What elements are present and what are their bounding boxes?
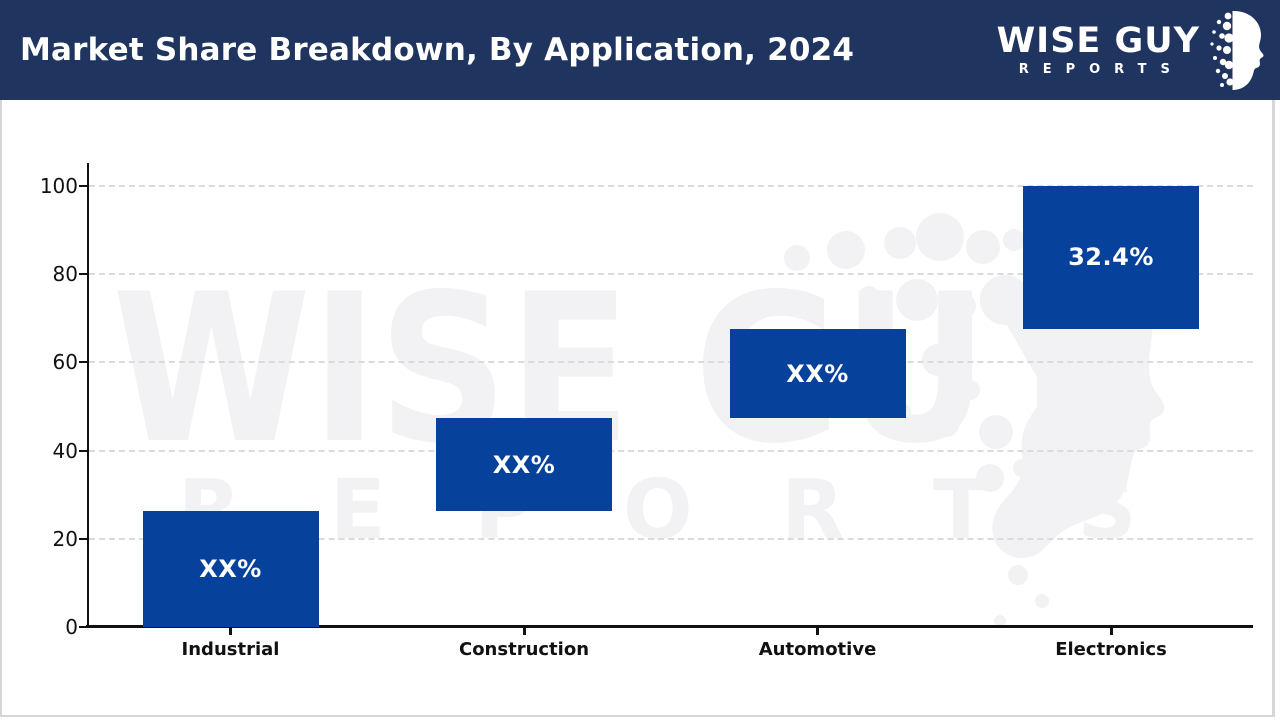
card-border-left bbox=[0, 100, 2, 717]
x-axis-category-label: Automotive bbox=[758, 639, 877, 660]
bar-value-label: 32.4% bbox=[1068, 243, 1154, 272]
gridline-y-80 bbox=[89, 273, 1253, 276]
x-axis-tick-mark bbox=[229, 628, 232, 635]
gridline-y-20 bbox=[89, 537, 1253, 540]
y-axis-tick-mark bbox=[79, 449, 87, 452]
y-axis-tick-mark bbox=[79, 185, 87, 187]
logo-subtitle: REPORTS bbox=[1018, 61, 1184, 77]
wise-guy-reports-logo: WISE GUY REPORTS bbox=[997, 6, 1266, 94]
x-axis-category-label: Industrial bbox=[181, 639, 280, 660]
bar-value-label: XX% bbox=[492, 450, 556, 479]
y-axis-tick-mark bbox=[79, 273, 87, 276]
bar-industrial: XX% bbox=[142, 511, 319, 627]
logo-text: WISE GUY REPORTS bbox=[997, 23, 1200, 77]
x-axis-tick-mark bbox=[816, 628, 819, 635]
x-axis-tick-mark bbox=[522, 628, 526, 635]
x-axis-tick-mark bbox=[1109, 628, 1113, 635]
bar-electronics: 32.4% bbox=[1023, 186, 1199, 329]
x-axis-line bbox=[86, 625, 1253, 628]
bar-construction: XX% bbox=[436, 418, 612, 512]
y-axis-tick-label: 80 bbox=[52, 262, 78, 287]
card-border-right bbox=[1272, 100, 1275, 717]
bar-automotive: XX% bbox=[729, 328, 906, 419]
y-axis-tick-mark bbox=[79, 361, 87, 364]
y-axis-tick-label: 0 bbox=[65, 615, 78, 639]
report-header: Market Share Breakdown, By Application, … bbox=[0, 0, 1280, 100]
y-axis-line bbox=[87, 163, 89, 628]
y-axis-tick-label: 100 bbox=[39, 174, 78, 198]
logo-wordmark: WISE GUY bbox=[996, 21, 1200, 62]
y-axis-tick-label: 40 bbox=[52, 438, 78, 463]
y-axis-tick-mark bbox=[79, 537, 87, 540]
y-axis-tick-label: 20 bbox=[52, 526, 78, 551]
x-axis-category-label: Electronics bbox=[1055, 639, 1167, 660]
page-title: Market Share Breakdown, By Application, … bbox=[20, 32, 855, 68]
gridline-y-100 bbox=[89, 185, 1253, 187]
card-border-bottom bbox=[0, 715, 1275, 717]
bar-value-label: XX% bbox=[786, 359, 849, 388]
bar-value-label: XX% bbox=[199, 555, 262, 584]
logo-face-icon bbox=[1210, 11, 1264, 90]
x-axis-category-label: Construction bbox=[458, 639, 590, 660]
gridline-y-60 bbox=[89, 361, 1253, 364]
y-axis-tick-mark bbox=[79, 626, 87, 628]
y-axis-tick-label: 60 bbox=[52, 350, 78, 375]
gridline-y-40 bbox=[89, 449, 1253, 452]
